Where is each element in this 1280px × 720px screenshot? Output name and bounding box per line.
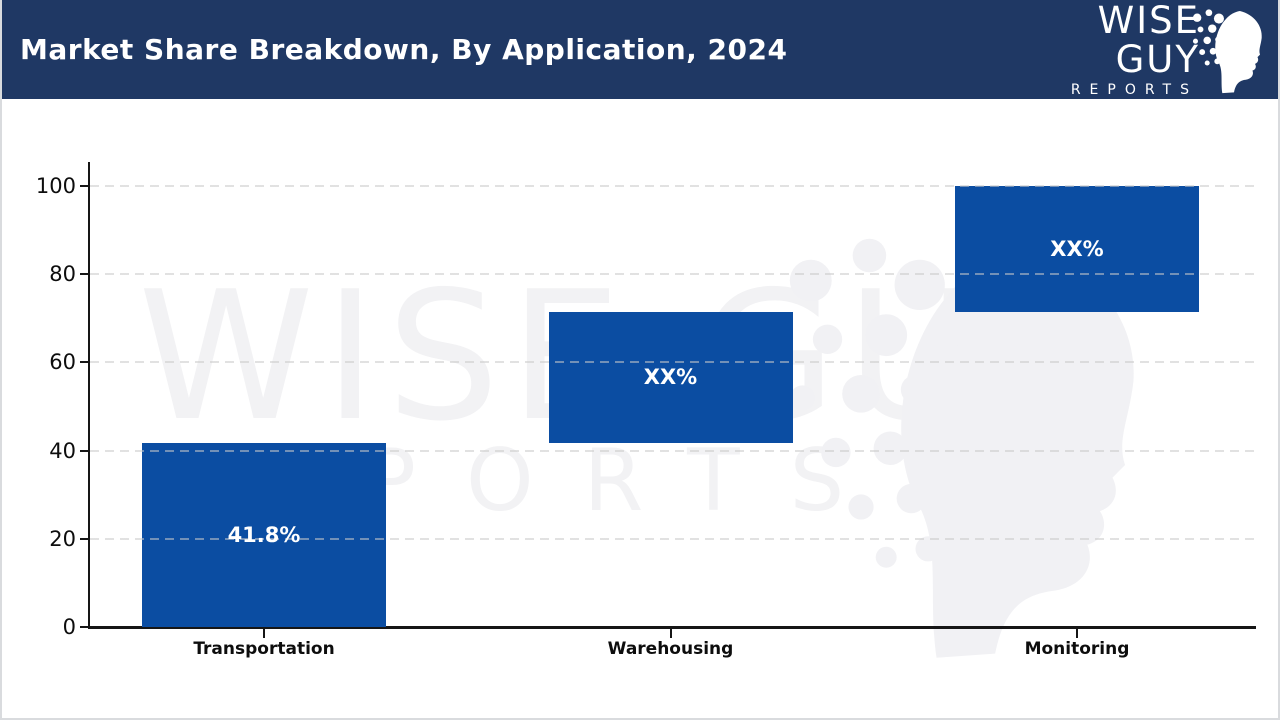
y-tick-mark-60 [80, 361, 88, 364]
x-tick-label-monitoring: Monitoring [1024, 639, 1130, 659]
x-tick-label-transportation: Transportation [193, 639, 335, 659]
y-tick-label-60: 60 [49, 350, 76, 375]
y-tick-mark-100 [80, 185, 88, 187]
y-tick-mark-80 [80, 273, 88, 276]
wiseguy-logo-face-icon [1192, 9, 1262, 94]
wiseguy-logo: WISE GUY REPORTS [1002, 1, 1272, 98]
y-tick-label-20: 20 [49, 526, 76, 551]
y-tick-label-80: 80 [49, 262, 76, 287]
page-title: Market Share Breakdown, By Application, … [20, 33, 788, 66]
bar-value-label-warehousing: XX% [643, 365, 698, 390]
y-tick-label-0: 0 [62, 615, 76, 639]
bar-value-label-monitoring: XX% [1050, 237, 1104, 262]
header-bar: Market Share Breakdown, By Application, … [0, 0, 1280, 99]
x-tick-label-warehousing: Warehousing [607, 639, 734, 659]
x-tick-mark-warehousing [669, 629, 672, 638]
wiseguy-logo-text: WISE GUY REPORTS [1002, 0, 1200, 98]
x-axis-line [88, 626, 1256, 629]
x-tick-mark-monitoring [1076, 629, 1078, 638]
wiseguy-logo-line1: WISE GUY [1097, 0, 1200, 81]
bar-transportation [142, 442, 386, 627]
wiseguy-logo-line2: REPORTS [1070, 81, 1198, 98]
watermark-face-dots-icon [789, 238, 1134, 658]
bar-warehousing [548, 312, 793, 443]
y-axis-line [88, 162, 90, 628]
y-tick-label-100: 100 [35, 174, 76, 198]
bar-value-label-transportation: 41.8% [227, 522, 301, 547]
y-tick-mark-40 [80, 449, 88, 452]
bar-monitoring [955, 186, 1199, 313]
y-tick-label-40: 40 [49, 438, 76, 463]
x-tick-mark-transportation [263, 629, 265, 638]
y-tick-mark-0 [80, 626, 88, 628]
y-tick-mark-20 [80, 537, 88, 540]
